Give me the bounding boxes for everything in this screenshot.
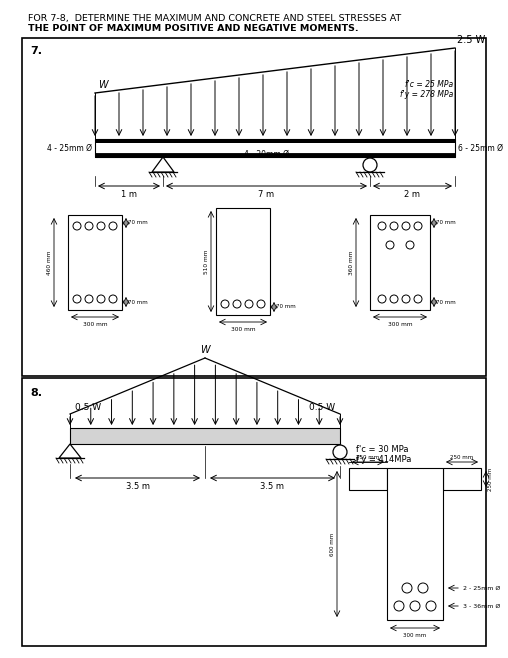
Text: 300 mm: 300 mm (403, 633, 427, 638)
Bar (387, 468, 443, 620)
Text: W: W (98, 80, 108, 90)
Text: 600 mm: 600 mm (330, 532, 335, 555)
Text: 7.: 7. (30, 46, 42, 56)
Text: W: W (200, 345, 210, 355)
Bar (22, 378, 486, 646)
Polygon shape (59, 444, 81, 458)
Text: 8.: 8. (30, 388, 42, 398)
Text: 3.5 m: 3.5 m (125, 482, 149, 491)
Text: 70 mm: 70 mm (436, 220, 456, 226)
Text: 2 m: 2 m (404, 190, 421, 199)
Bar (95, 153, 455, 157)
Polygon shape (152, 157, 174, 172)
Text: 7 m: 7 m (259, 190, 274, 199)
Text: 0.5 W: 0.5 W (75, 403, 101, 412)
Text: THE POINT OF MAXIMUM POSITIVE AND NEGATIVE MOMENTS.: THE POINT OF MAXIMUM POSITIVE AND NEGATI… (28, 24, 359, 33)
Bar (95, 139, 455, 157)
Text: 250 mm: 250 mm (357, 455, 379, 460)
Text: 70 mm: 70 mm (276, 305, 296, 309)
Text: 250 mm: 250 mm (451, 455, 473, 460)
Bar (22, 38, 486, 376)
Text: 2 - 25mm Ø: 2 - 25mm Ø (463, 586, 500, 590)
Text: 70 mm: 70 mm (128, 299, 148, 305)
Text: 1 m: 1 m (121, 190, 137, 199)
Text: 300 mm: 300 mm (231, 327, 256, 332)
Text: 300 mm: 300 mm (388, 322, 412, 327)
Text: 460 mm: 460 mm (47, 250, 52, 275)
Bar (370, 215, 430, 310)
Text: f'y = 414MPa: f'y = 414MPa (356, 455, 411, 464)
Text: f'c = 25 MPa: f'c = 25 MPa (405, 80, 453, 89)
Text: 4 - 20mm Ø: 4 - 20mm Ø (244, 150, 289, 159)
Text: 360 mm: 360 mm (349, 250, 354, 275)
Bar (443, 468, 481, 490)
Text: FOR 7-8,  DETERMINE THE MAXIMUM AND CONCRETE AND STEEL STRESSES AT: FOR 7-8, DETERMINE THE MAXIMUM AND CONCR… (28, 14, 401, 23)
Text: 70 mm: 70 mm (128, 220, 148, 226)
Text: 0.5 W: 0.5 W (309, 403, 335, 412)
Text: 3.5 m: 3.5 m (261, 482, 284, 491)
Text: f'y = 278 MPa: f'y = 278 MPa (400, 90, 453, 99)
Bar (68, 215, 122, 310)
Text: f'c = 30 MPa: f'c = 30 MPa (356, 445, 408, 454)
Text: 70 mm: 70 mm (436, 299, 456, 305)
Text: 250 mm: 250 mm (488, 467, 493, 491)
Text: 300 mm: 300 mm (83, 322, 107, 327)
Bar (349, 468, 387, 490)
Bar (70, 428, 340, 444)
Text: 510 mm: 510 mm (204, 249, 209, 274)
Bar (216, 208, 270, 315)
Text: 3 - 36mm Ø: 3 - 36mm Ø (463, 603, 500, 609)
Bar (95, 143, 455, 153)
Text: 6 - 25mm Ø: 6 - 25mm Ø (458, 143, 503, 153)
Text: 4 - 25mm Ø: 4 - 25mm Ø (47, 143, 92, 153)
Text: 2.5 W: 2.5 W (457, 35, 485, 45)
Bar (95, 139, 455, 143)
